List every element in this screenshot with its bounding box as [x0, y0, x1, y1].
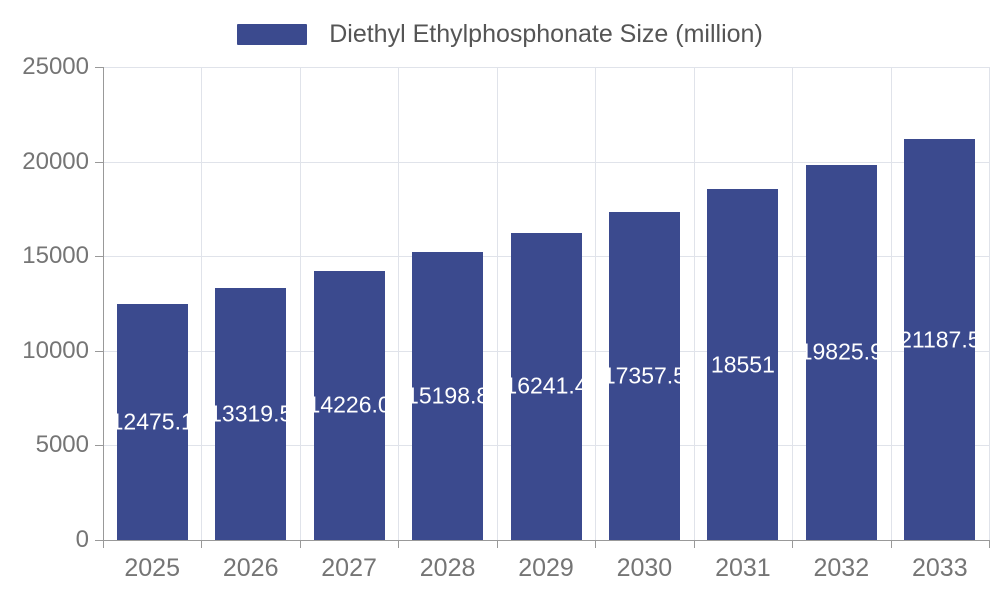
- x-axis-label: 2027: [321, 554, 377, 582]
- gridline-vertical: [693, 67, 695, 540]
- bar[interactable]: 17357.5: [608, 211, 680, 540]
- y-axis-label: 5000: [35, 431, 89, 459]
- x-axis-tick: [693, 540, 695, 548]
- x-axis-tick: [890, 540, 892, 548]
- x-axis-tick: [989, 540, 990, 548]
- y-axis-label: 15000: [22, 242, 89, 270]
- gridline-vertical: [890, 67, 892, 540]
- y-axis-tick: [95, 445, 103, 447]
- bar[interactable]: 16241.4: [510, 232, 582, 540]
- gridline-horizontal: [103, 161, 989, 163]
- y-axis-label: 10000: [22, 336, 89, 364]
- legend[interactable]: Diethyl Ethylphosphonate Size (million): [0, 18, 1000, 50]
- bar-value-label: 17357.5: [608, 362, 680, 389]
- bar-value-label: 18551: [710, 351, 775, 377]
- bar-value-label: 14226.0: [313, 391, 385, 418]
- bar-value-label: 16241.4: [510, 372, 582, 399]
- bar-value-label: 19825.9: [805, 338, 877, 365]
- bar-value-label: 21187.5: [904, 326, 976, 353]
- x-axis-tick: [792, 540, 794, 548]
- x-axis-tick: [201, 540, 203, 548]
- x-axis-label: 2028: [419, 554, 476, 582]
- y-axis-line: [103, 67, 104, 548]
- x-axis-label: 2030: [616, 554, 673, 582]
- bar[interactable]: 15198.8: [412, 252, 484, 540]
- y-axis-tick: [95, 256, 103, 258]
- gridline-vertical: [989, 67, 990, 540]
- bar[interactable]: 12475.1: [116, 304, 188, 540]
- y-axis-tick: [95, 350, 103, 352]
- bar[interactable]: 13319.5: [215, 288, 287, 540]
- x-axis-line: [95, 540, 989, 541]
- bar-value-label: 15198.8: [412, 382, 484, 409]
- y-axis-label: 20000: [22, 147, 89, 175]
- x-axis-tick: [496, 540, 498, 548]
- gridline-vertical: [299, 67, 301, 540]
- y-axis-label: 25000: [22, 53, 89, 80]
- x-axis-label: 2032: [813, 554, 870, 582]
- gridline-vertical: [496, 67, 498, 540]
- bar[interactable]: 14226.0: [313, 270, 385, 540]
- y-axis-label: 0: [75, 526, 89, 553]
- gridline-vertical: [201, 67, 203, 540]
- x-axis-label: 2029: [518, 554, 574, 582]
- y-axis-tick: [95, 67, 103, 68]
- bar[interactable]: 19825.9: [805, 164, 877, 540]
- legend-label: Diethyl Ethylphosphonate Size (million): [329, 19, 763, 48]
- bar-value-label: 13319.5: [215, 400, 287, 427]
- x-axis-tick: [299, 540, 301, 548]
- gridline-vertical: [792, 67, 794, 540]
- bar[interactable]: 18551: [707, 189, 779, 540]
- x-axis-label: 2026: [222, 554, 279, 582]
- x-axis-label: 2031: [715, 554, 771, 582]
- gridline-horizontal: [103, 67, 989, 68]
- y-axis-tick: [95, 161, 103, 163]
- gridline-vertical: [595, 67, 597, 540]
- bar-value-label: 12475.1: [116, 408, 188, 435]
- x-axis-label: 2033: [911, 554, 968, 582]
- legend-swatch: [237, 23, 308, 45]
- x-axis-tick: [398, 540, 400, 548]
- x-axis-label: 2025: [124, 554, 180, 582]
- gridline-vertical: [398, 67, 400, 540]
- x-axis-tick: [595, 540, 597, 548]
- bar[interactable]: 21187.5: [904, 139, 976, 540]
